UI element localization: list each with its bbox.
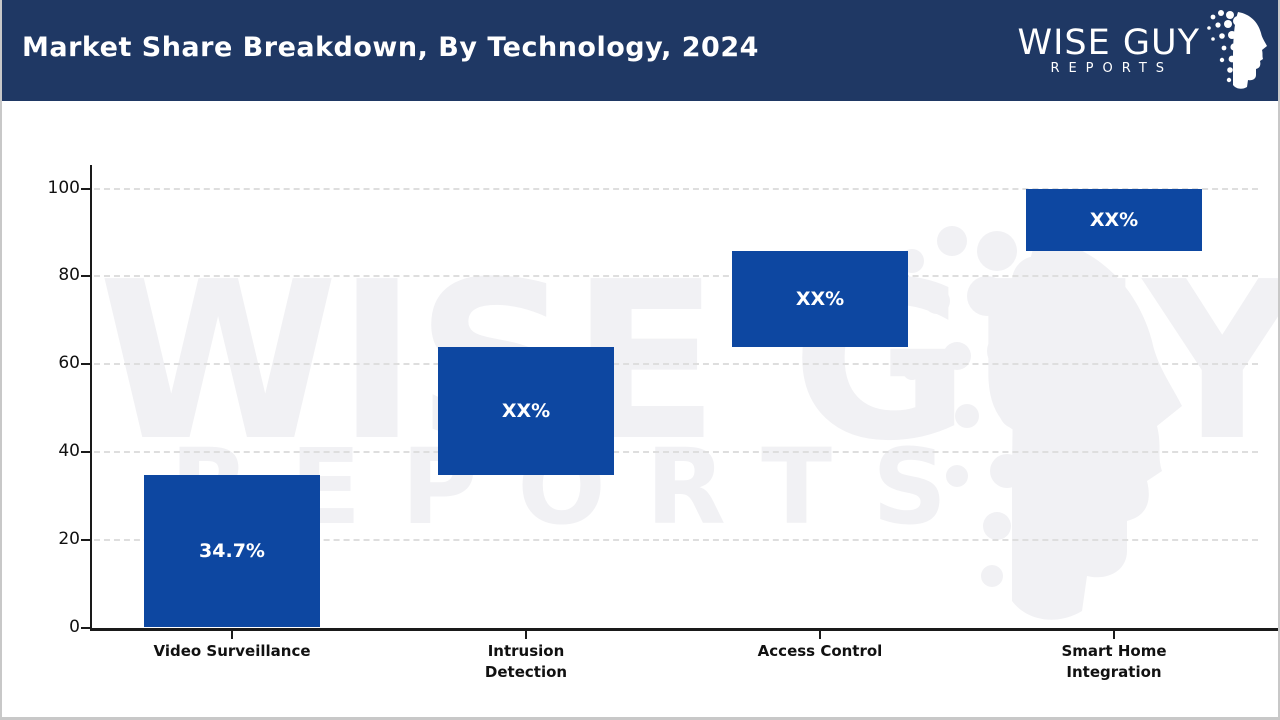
y-tick-mark [81,363,90,366]
x-tick-mark [1113,630,1115,639]
gridline [94,275,1258,278]
y-tick-label: 100 [47,177,80,198]
brand-name: WISE GUY [1017,23,1200,64]
y-tick-mark [81,450,90,453]
gridline [94,363,1258,366]
y-tick-label: 60 [58,353,80,374]
x-tick-mark [525,630,527,639]
y-tick-mark [81,626,90,629]
x-axis-line [90,627,1278,631]
y-tick-label: 40 [58,440,80,461]
y-tick-mark [81,538,90,541]
chart-area: WISE GUY REPORTS 0 20 40 60 80 100 34.7% Video … [2,101,1278,717]
x-tick-label: Access Control [757,641,883,660]
bar: XX% [438,346,614,476]
gridline [94,187,1258,190]
bar-value-label: 34.7% [199,540,265,563]
x-tick-label: Intrusion Detection [484,641,568,681]
bar: 34.7% [144,475,320,628]
head-profile-icon [1207,10,1267,89]
x-tick-label: Video Surveillance [153,641,311,660]
bar-value-label: XX% [1089,208,1139,231]
y-tick-label: 80 [58,265,80,286]
x-tick-mark [819,630,821,639]
brand-logo-text: WISE GUY REPORTS [1017,25,1200,76]
bar-value-label: XX% [501,400,551,423]
header-band: Market Share Breakdown, By Technology, 2… [2,0,1278,101]
brand-logo: WISE GUY REPORTS [1017,6,1268,96]
y-tick-label: 0 [69,616,80,637]
y-tick-mark [81,187,90,190]
bar-value-label: XX% [795,287,845,310]
y-axis-line [90,165,92,631]
x-tick-label: Smart Home Integration [1061,641,1167,681]
gridline [94,450,1258,453]
y-tick-mark [81,275,90,278]
bar: XX% [1026,188,1202,251]
gridline [94,538,1258,541]
y-tick-label: 20 [58,528,80,549]
page-title: Market Share Breakdown, By Technology, 2… [22,32,759,63]
x-tick-mark [231,630,233,639]
bar: XX% [732,250,908,347]
brand-subname: REPORTS [1050,61,1174,77]
